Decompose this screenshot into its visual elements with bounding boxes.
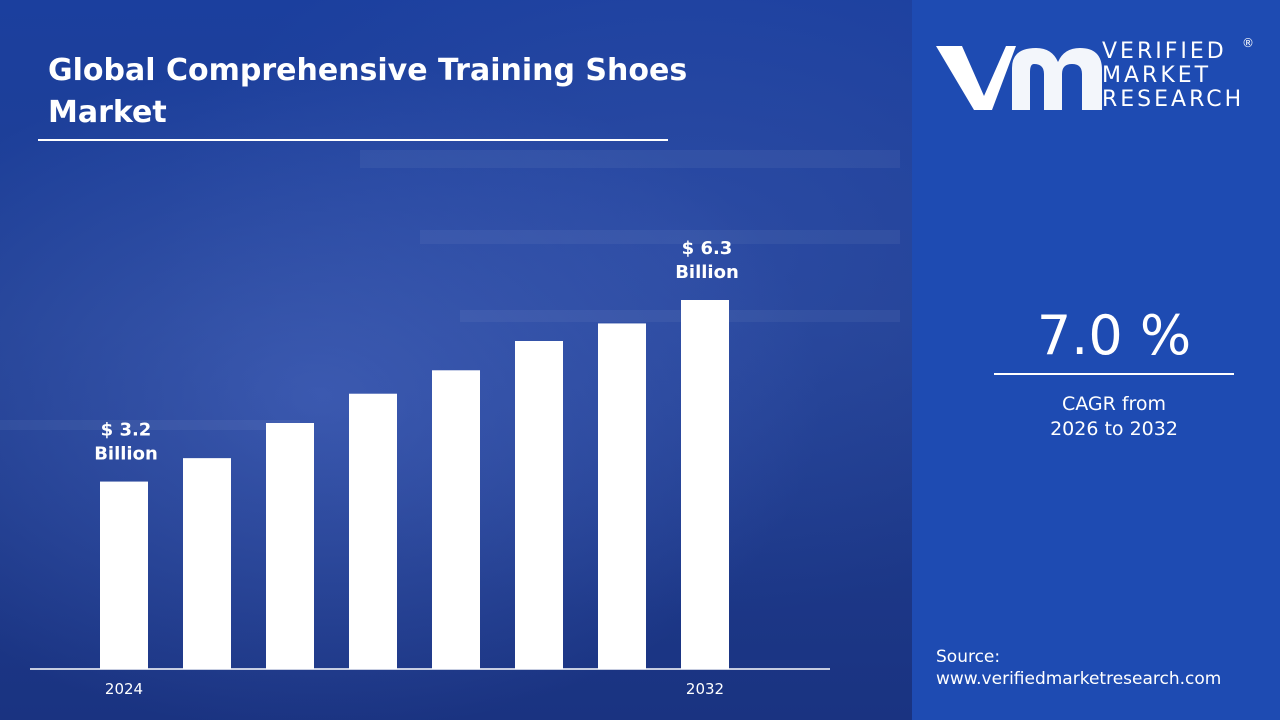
bar-1 [183, 458, 231, 669]
cagr-label-line1: CAGR from [1061, 393, 1167, 415]
bar-3 [349, 393, 397, 669]
registered-trademark: ® [1242, 36, 1254, 50]
verified-market-research-logo [936, 46, 1102, 110]
source-url[interactable]: www.verifiedmarketresearch.com [936, 669, 1222, 689]
logo-v-mark [936, 46, 1016, 110]
data-label: $ 3.2 [101, 420, 152, 441]
background-shelf [460, 310, 900, 322]
bar-2 [266, 423, 314, 669]
data-label: Billion [94, 444, 158, 465]
logo-word-verified: VERIFIED [1102, 39, 1227, 64]
bar-4 [432, 370, 480, 669]
background-shelf [0, 420, 300, 430]
bar-5 [515, 341, 563, 669]
background-shelf [420, 230, 900, 244]
x-tick-label: 2032 [686, 680, 724, 698]
logo-m-mark [1012, 48, 1102, 110]
cagr-value: 7.0 % [1036, 304, 1192, 367]
cagr-divider [994, 373, 1234, 375]
bar-6 [598, 323, 646, 669]
bar-chart: 2024 2032 $ 3.2 Billion $ 6.3 Billion [0, 0, 912, 720]
bars-group [100, 300, 729, 669]
bar-7 [681, 300, 729, 669]
source-note: Source: www.verifiedmarketresearch.com [936, 646, 1221, 690]
data-label: $ 6.3 [682, 238, 733, 259]
cagr-label-line2: 2026 to 2032 [1050, 418, 1178, 440]
background-shelf [360, 150, 900, 168]
title-underline [38, 139, 668, 141]
bar-0 [100, 481, 148, 669]
labels-group: 2024 2032 $ 3.2 Billion $ 6.3 Billion [94, 238, 739, 698]
logo-wordmark: VERIFIED MARKET RESEARCH [1102, 40, 1244, 112]
cagr-label: CAGR from 2026 to 2032 [994, 392, 1234, 442]
logo-word-research: RESEARCH [1102, 87, 1245, 112]
source-label: Source: [936, 647, 1001, 667]
x-tick-label: 2024 [105, 680, 143, 698]
summary-panel [912, 0, 1280, 720]
logo-word-market: MARKET [1102, 63, 1212, 88]
chart-title: Global Comprehensive Training Shoes Mark… [48, 53, 688, 130]
data-label: Billion [675, 262, 739, 283]
